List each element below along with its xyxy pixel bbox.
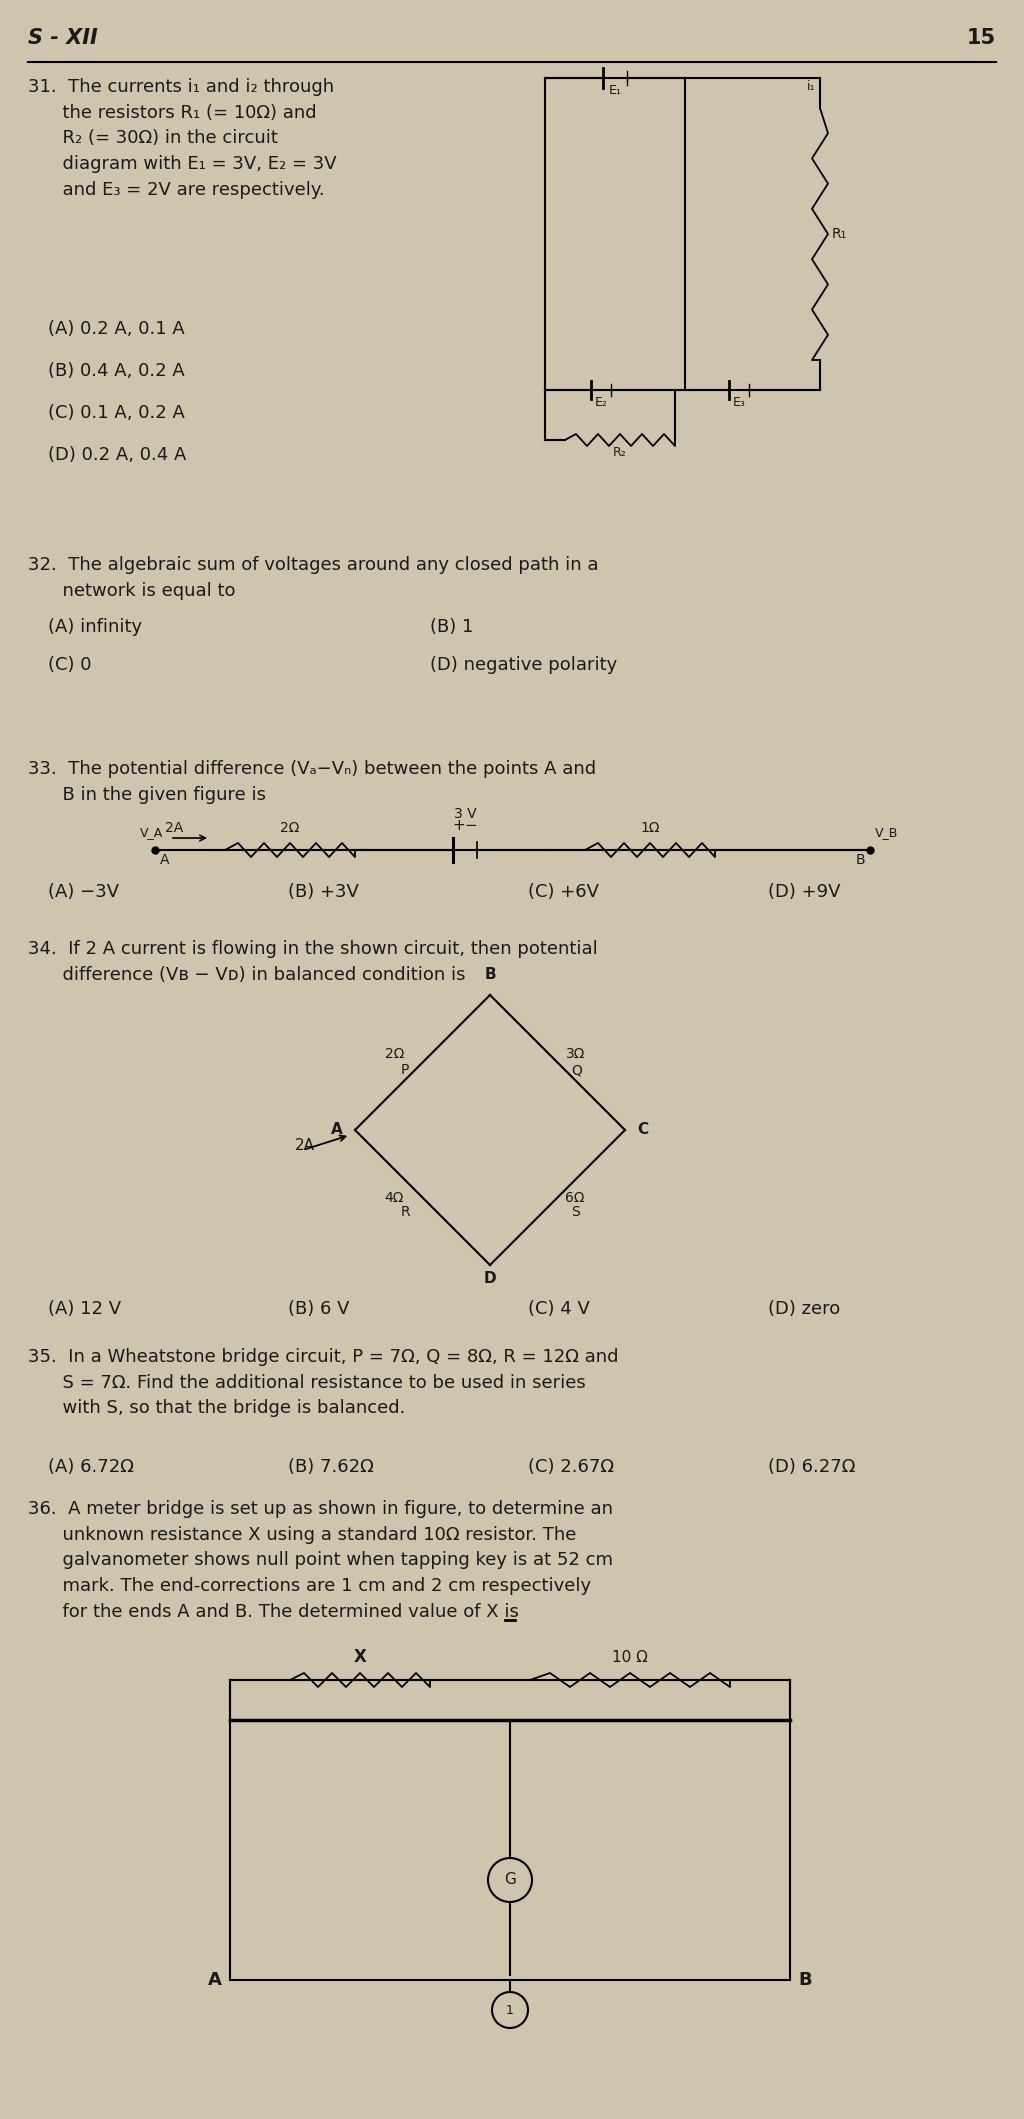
Text: P: P (400, 1064, 409, 1076)
Text: (A) 12 V: (A) 12 V (48, 1299, 121, 1318)
Text: (C) 2.67Ω: (C) 2.67Ω (528, 1458, 614, 1477)
Text: −: − (465, 818, 477, 833)
Text: 3 V: 3 V (454, 807, 476, 820)
Text: (B) 0.4 A, 0.2 A: (B) 0.4 A, 0.2 A (48, 362, 184, 379)
Text: (C) 4 V: (C) 4 V (528, 1299, 590, 1318)
Text: 36.  A meter bridge is set up as shown in figure, to determine an
      unknown : 36. A meter bridge is set up as shown in… (28, 1500, 613, 1621)
Text: R₁: R₁ (831, 227, 847, 242)
Text: B: B (484, 966, 496, 981)
Text: S - XII: S - XII (28, 28, 97, 49)
Text: (B) +3V: (B) +3V (288, 884, 358, 901)
Text: B: B (798, 1971, 812, 1990)
Text: (C) +6V: (C) +6V (528, 884, 599, 901)
Text: E₂: E₂ (595, 396, 607, 409)
Text: V_B: V_B (874, 826, 898, 839)
Text: X: X (353, 1649, 367, 1666)
Text: i₁: i₁ (807, 81, 815, 93)
Text: +: + (453, 818, 465, 833)
Text: 15: 15 (967, 28, 996, 49)
Text: 32.  The algebraic sum of voltages around any closed path in a
      network is : 32. The algebraic sum of voltages around… (28, 555, 598, 600)
Text: E₃: E₃ (732, 396, 745, 409)
Text: (A) −3V: (A) −3V (48, 884, 119, 901)
Text: R: R (400, 1204, 411, 1218)
Text: 34.  If 2 A current is flowing in the shown circuit, then potential
      differ: 34. If 2 A current is flowing in the sho… (28, 941, 598, 983)
Text: (C) 0.1 A, 0.2 A: (C) 0.1 A, 0.2 A (48, 405, 185, 422)
Text: S: S (571, 1204, 581, 1218)
Text: (D) zero: (D) zero (768, 1299, 841, 1318)
Text: 33.  The potential difference (Vₐ−Vₙ) between the points A and
      B in the gi: 33. The potential difference (Vₐ−Vₙ) bet… (28, 761, 596, 803)
Text: 4Ω: 4Ω (384, 1191, 403, 1206)
Text: 2A: 2A (295, 1138, 315, 1153)
Text: 35.  In a Wheatstone bridge circuit, P = 7Ω, Q = 8Ω, R = 12Ω and
      S = 7Ω. F: 35. In a Wheatstone bridge circuit, P = … (28, 1348, 618, 1418)
Text: A: A (160, 854, 170, 867)
Text: (A) 0.2 A, 0.1 A: (A) 0.2 A, 0.1 A (48, 320, 184, 339)
Text: 2A: 2A (165, 820, 183, 835)
Text: (A) 6.72Ω: (A) 6.72Ω (48, 1458, 134, 1477)
Text: 3Ω: 3Ω (565, 1047, 585, 1060)
Text: Q: Q (571, 1064, 583, 1076)
Text: B: B (855, 854, 865, 867)
Text: 2Ω: 2Ω (384, 1047, 403, 1060)
Text: R₂: R₂ (613, 445, 627, 460)
Text: C: C (637, 1121, 648, 1138)
Text: (D) negative polarity: (D) negative polarity (430, 657, 617, 674)
Text: 10 Ω: 10 Ω (612, 1651, 648, 1666)
Text: (D) 0.2 A, 0.4 A: (D) 0.2 A, 0.4 A (48, 445, 186, 464)
Text: (C) 0: (C) 0 (48, 657, 91, 674)
Text: 6Ω: 6Ω (565, 1191, 585, 1206)
Text: E₁: E₁ (608, 85, 622, 97)
Text: (B) 1: (B) 1 (430, 619, 473, 636)
Text: 2Ω: 2Ω (281, 820, 300, 835)
Text: (B) 6 V: (B) 6 V (288, 1299, 349, 1318)
Text: (D) +9V: (D) +9V (768, 884, 841, 901)
Text: 1Ω: 1Ω (640, 820, 659, 835)
Text: G: G (504, 1873, 516, 1888)
Text: (D) 6.27Ω: (D) 6.27Ω (768, 1458, 855, 1477)
Text: V_A: V_A (140, 826, 163, 839)
Text: 1: 1 (506, 2002, 514, 2017)
Text: A: A (208, 1971, 222, 1990)
Text: A: A (331, 1121, 343, 1138)
Text: (B) 7.62Ω: (B) 7.62Ω (288, 1458, 374, 1477)
Text: D: D (483, 1271, 497, 1286)
Text: 31.  The currents i₁ and i₂ through
      the resistors R₁ (= 10Ω) and
      R₂ : 31. The currents i₁ and i₂ through the r… (28, 78, 337, 199)
Text: (A) infinity: (A) infinity (48, 619, 142, 636)
